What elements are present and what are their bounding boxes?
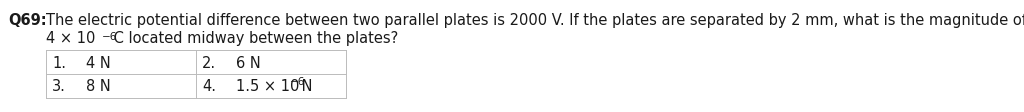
Text: 3.: 3. bbox=[52, 79, 66, 94]
Text: 4.: 4. bbox=[202, 79, 216, 94]
Text: 8 N: 8 N bbox=[86, 79, 111, 94]
Text: 6 N: 6 N bbox=[236, 55, 261, 70]
Text: −6: −6 bbox=[102, 32, 118, 42]
Text: 1.: 1. bbox=[52, 55, 66, 70]
Text: The electric potential difference between two parallel plates is 2000 V. If the : The electric potential difference betwee… bbox=[46, 13, 1024, 28]
Text: 2.: 2. bbox=[202, 55, 216, 70]
Text: C located midway between the plates?: C located midway between the plates? bbox=[109, 31, 398, 46]
Text: −6: −6 bbox=[290, 76, 305, 86]
Text: Q69:: Q69: bbox=[8, 13, 47, 28]
Text: 4 N: 4 N bbox=[86, 55, 111, 70]
Text: N: N bbox=[297, 79, 312, 94]
Text: 1.5 × 10: 1.5 × 10 bbox=[236, 79, 299, 94]
Text: 4 × 10: 4 × 10 bbox=[46, 31, 95, 46]
